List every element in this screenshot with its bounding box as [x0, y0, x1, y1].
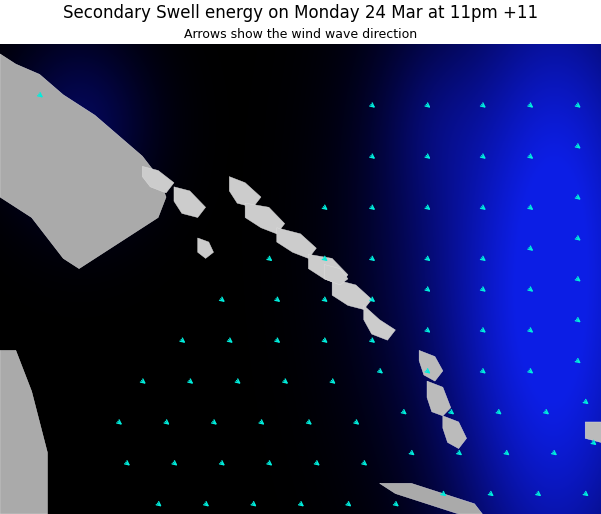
Text: Secondary Swell energy on Monday 24 Mar at 11pm +11: Secondary Swell energy on Monday 24 Mar …	[63, 4, 538, 22]
Polygon shape	[419, 351, 443, 381]
Polygon shape	[443, 416, 466, 449]
Polygon shape	[245, 203, 285, 234]
Polygon shape	[277, 228, 316, 259]
Text: Arrows show the wind wave direction: Arrows show the wind wave direction	[184, 28, 417, 41]
Polygon shape	[142, 167, 174, 193]
Polygon shape	[324, 265, 348, 285]
Polygon shape	[230, 177, 261, 207]
Polygon shape	[364, 305, 395, 340]
Polygon shape	[380, 483, 483, 514]
Polygon shape	[174, 187, 206, 217]
Polygon shape	[427, 381, 451, 416]
Polygon shape	[308, 254, 348, 285]
Polygon shape	[198, 238, 213, 259]
Polygon shape	[585, 422, 601, 443]
Polygon shape	[332, 279, 371, 309]
Polygon shape	[0, 54, 166, 269]
Polygon shape	[0, 351, 47, 514]
